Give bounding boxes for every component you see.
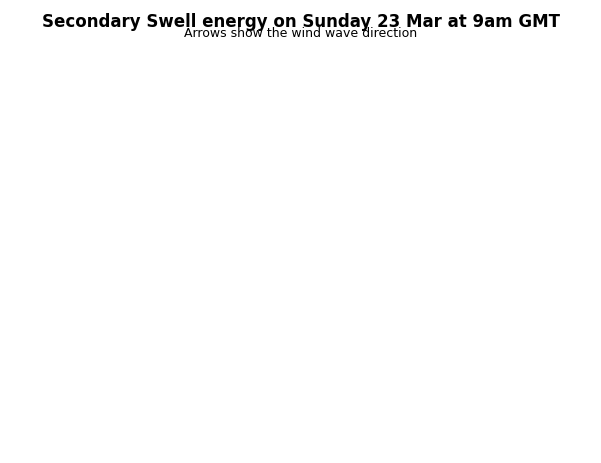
Text: Arrows show the wind wave direction: Arrows show the wind wave direction	[184, 27, 417, 40]
Text: Requires cartopy: Requires cartopy	[218, 247, 383, 266]
Text: Secondary Swell energy on Sunday 23 Mar at 9am GMT: Secondary Swell energy on Sunday 23 Mar …	[41, 13, 560, 31]
